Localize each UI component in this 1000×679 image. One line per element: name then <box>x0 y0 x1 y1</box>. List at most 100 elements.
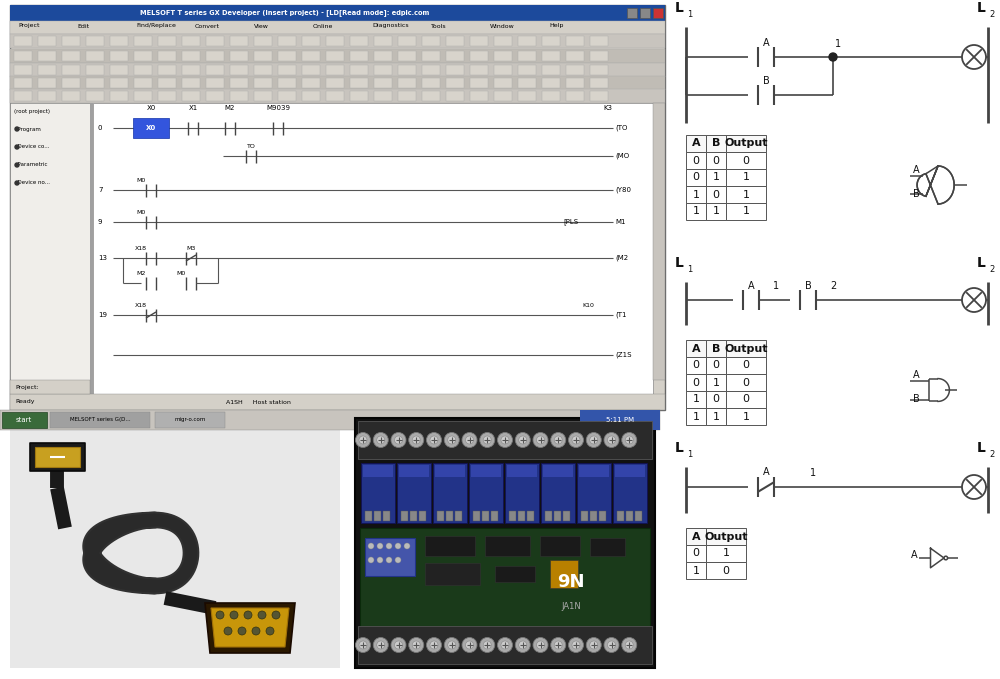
Circle shape <box>391 638 406 653</box>
Circle shape <box>224 627 232 635</box>
Bar <box>326 51 344 61</box>
Circle shape <box>409 638 424 653</box>
Circle shape <box>356 433 370 447</box>
Bar <box>350 91 368 101</box>
Bar <box>14 51 32 61</box>
Bar <box>134 51 152 61</box>
Text: 1: 1 <box>692 566 700 576</box>
Bar <box>471 465 501 477</box>
Bar <box>10 21 665 34</box>
Text: 1: 1 <box>712 206 720 217</box>
Bar <box>110 78 128 88</box>
Text: 5:11 PM: 5:11 PM <box>606 417 634 423</box>
Text: (T1: (T1 <box>615 312 626 318</box>
Bar <box>686 357 706 374</box>
Bar <box>706 186 726 203</box>
Bar <box>86 78 104 88</box>
Text: 19: 19 <box>98 312 107 318</box>
Bar <box>358 626 652 664</box>
Bar <box>626 511 633 521</box>
Bar <box>134 36 152 46</box>
Text: 1: 1 <box>687 10 692 19</box>
Bar <box>206 91 224 101</box>
Bar <box>485 536 530 556</box>
Bar <box>494 36 512 46</box>
Text: (Z1S: (Z1S <box>615 352 632 359</box>
Bar <box>62 65 80 75</box>
Bar <box>446 65 464 75</box>
Text: 0: 0 <box>692 172 700 183</box>
Bar <box>495 566 535 582</box>
Circle shape <box>444 638 459 653</box>
Circle shape <box>625 641 633 649</box>
Text: M0: M0 <box>176 271 186 276</box>
Text: 2: 2 <box>830 281 836 291</box>
Bar <box>10 34 665 48</box>
Text: 0: 0 <box>742 378 750 388</box>
Bar <box>10 103 90 394</box>
Bar <box>350 36 368 46</box>
Bar <box>446 511 453 521</box>
Text: 0: 0 <box>692 549 700 559</box>
Bar <box>110 36 128 46</box>
Text: 7: 7 <box>98 187 103 193</box>
Text: A: A <box>692 344 700 354</box>
Text: X0: X0 <box>146 105 156 111</box>
Circle shape <box>373 433 388 447</box>
Bar <box>158 51 176 61</box>
Circle shape <box>368 557 374 563</box>
Bar <box>410 511 417 521</box>
Bar <box>62 36 80 46</box>
Circle shape <box>554 436 562 444</box>
Bar <box>518 91 536 101</box>
Circle shape <box>462 433 477 447</box>
Bar <box>433 463 467 523</box>
Text: [PLS: [PLS <box>563 219 578 225</box>
Circle shape <box>359 436 367 444</box>
Circle shape <box>391 433 406 447</box>
Text: 0: 0 <box>692 378 700 388</box>
Text: (M2: (M2 <box>615 255 628 261</box>
Bar <box>566 36 584 46</box>
Bar <box>494 51 512 61</box>
Bar <box>2 412 47 428</box>
Circle shape <box>395 543 401 549</box>
Circle shape <box>515 433 530 447</box>
Bar <box>706 357 726 374</box>
Circle shape <box>466 436 474 444</box>
Text: Program: Program <box>14 126 41 132</box>
Text: 0: 0 <box>742 155 750 166</box>
Bar <box>383 511 390 521</box>
Bar <box>627 8 637 18</box>
Circle shape <box>448 436 456 444</box>
Bar <box>302 65 320 75</box>
Circle shape <box>430 436 438 444</box>
Text: K3: K3 <box>604 105 612 111</box>
Bar <box>419 511 426 521</box>
Text: Output: Output <box>724 344 768 354</box>
Bar <box>158 91 176 101</box>
Bar <box>374 65 392 75</box>
Circle shape <box>373 638 388 653</box>
Bar <box>0 410 660 430</box>
Text: X18: X18 <box>135 303 147 308</box>
Circle shape <box>590 641 598 649</box>
Bar <box>134 91 152 101</box>
Text: Help: Help <box>549 24 563 29</box>
Bar <box>543 465 573 477</box>
Text: A: A <box>763 38 769 48</box>
Bar <box>355 418 655 668</box>
Bar <box>10 380 90 394</box>
Bar <box>726 391 766 408</box>
Text: 0: 0 <box>742 361 750 371</box>
Circle shape <box>533 638 548 653</box>
Circle shape <box>426 433 442 447</box>
Bar <box>706 374 726 391</box>
Polygon shape <box>205 603 295 653</box>
Bar <box>278 65 296 75</box>
Bar <box>14 65 32 75</box>
Circle shape <box>404 543 410 549</box>
Text: 0: 0 <box>712 361 720 371</box>
Bar <box>206 78 224 88</box>
Text: M0: M0 <box>136 210 146 215</box>
